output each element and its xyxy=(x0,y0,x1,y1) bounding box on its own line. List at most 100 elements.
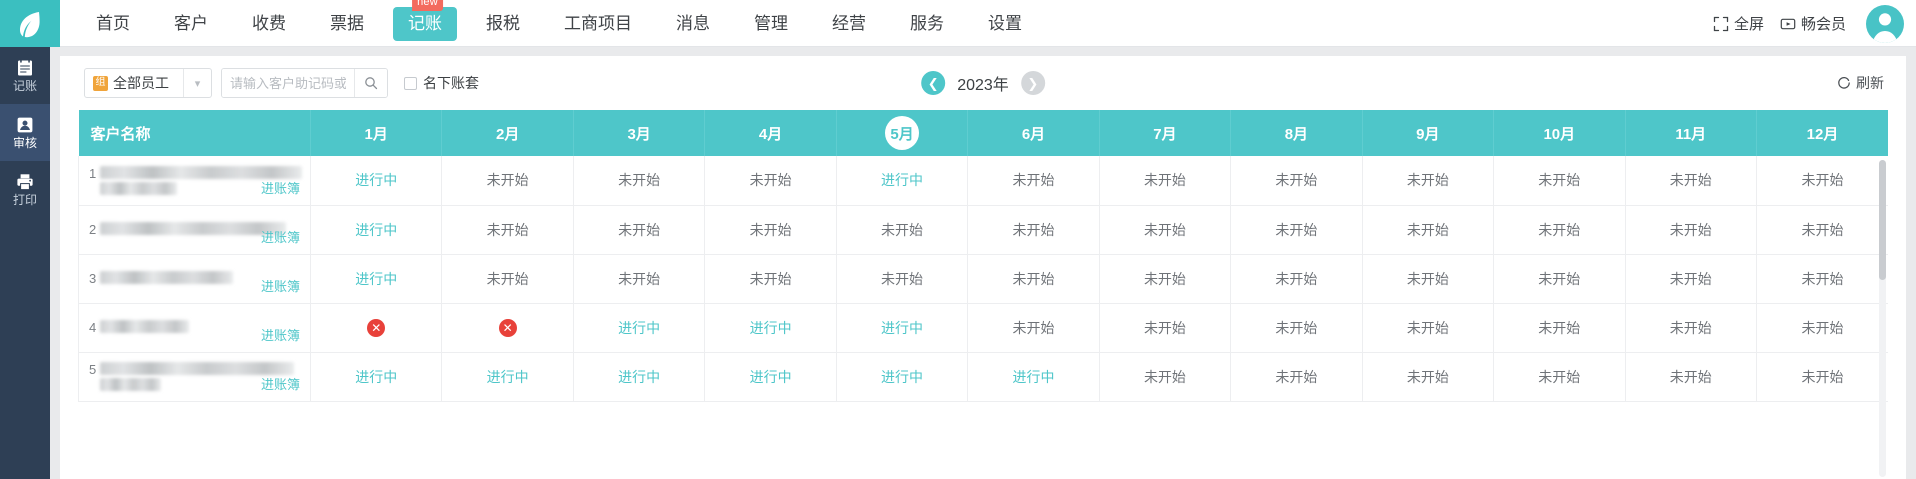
nav-item-operations[interactable]: 经营 xyxy=(817,7,881,41)
column-header-month-3[interactable]: 3月 xyxy=(573,110,706,156)
table-row[interactable]: 2 进账簿 进行中 未开始 未开始 未开始 未开始 未开始 未开始 未开始 未开始 未开始 未开始 未开始 xyxy=(78,205,1888,255)
month-status-cell[interactable]: 未开始 xyxy=(1756,303,1888,353)
scrollbar-thumb[interactable] xyxy=(1879,160,1886,280)
search-input[interactable] xyxy=(222,69,354,97)
month-status-cell[interactable]: 进行中 xyxy=(310,205,443,255)
month-status-cell[interactable]: 进行中 xyxy=(836,352,969,402)
nav-item-home[interactable]: 首页 xyxy=(81,7,145,41)
month-status-cell[interactable]: 未开始 xyxy=(1362,352,1495,402)
vip-button[interactable]: 畅会员 xyxy=(1780,13,1846,34)
month-status-cell[interactable]: 未开始 xyxy=(836,205,969,255)
month-status-cell[interactable]: 进行中 xyxy=(573,352,706,402)
month-status-cell[interactable]: ✕ xyxy=(441,303,574,353)
month-status-cell[interactable]: 未开始 xyxy=(1230,205,1363,255)
customer-name-cell[interactable]: 1 进账簿 xyxy=(78,156,311,206)
month-status-cell[interactable]: 未开始 xyxy=(1099,303,1232,353)
month-status-cell[interactable]: 进行中 xyxy=(310,352,443,402)
month-status-cell[interactable]: 进行中 xyxy=(704,303,837,353)
month-status-cell[interactable]: 未开始 xyxy=(1625,205,1757,255)
nav-item-customer[interactable]: 客户 xyxy=(159,7,223,41)
month-status-cell[interactable]: 未开始 xyxy=(1230,254,1363,304)
table-row[interactable]: 4 进账簿 ✕ ✕ 进行中 进行中 进行中 未开始 未开始 未开始 未开始 未开始 未开始 未开始 xyxy=(78,303,1888,353)
month-status-cell[interactable]: 未开始 xyxy=(1625,156,1757,206)
column-header-month-5[interactable]: 5月 xyxy=(836,110,969,156)
prev-year-button[interactable]: ❮ xyxy=(921,71,946,95)
month-status-cell[interactable]: 未开始 xyxy=(967,205,1100,255)
app-logo[interactable] xyxy=(0,0,60,47)
month-status-cell[interactable]: 未开始 xyxy=(441,254,574,304)
nav-item-business-project[interactable]: 工商项目 xyxy=(549,7,647,41)
month-status-cell[interactable]: 未开始 xyxy=(1756,254,1888,304)
nav-item-messages[interactable]: 消息 xyxy=(661,7,725,41)
column-header-month-1[interactable]: 1月 xyxy=(310,110,443,156)
column-header-month-2[interactable]: 2月 xyxy=(441,110,574,156)
month-status-cell[interactable]: 未开始 xyxy=(1230,352,1363,402)
month-status-cell[interactable]: 未开始 xyxy=(1493,352,1626,402)
enter-ledger-link[interactable]: 进账簿 xyxy=(260,278,300,294)
month-status-cell[interactable]: 未开始 xyxy=(1099,352,1232,402)
month-status-cell[interactable]: 未开始 xyxy=(1625,352,1757,402)
month-status-cell[interactable]: 未开始 xyxy=(441,156,574,206)
customer-name-cell[interactable]: 3 进账簿 xyxy=(78,254,311,304)
nav-item-management[interactable]: 管理 xyxy=(739,7,803,41)
checkbox-box[interactable] xyxy=(404,76,417,90)
nav-item-invoice[interactable]: 票据 xyxy=(315,7,379,41)
avatar[interactable] xyxy=(1866,4,1904,43)
month-status-cell[interactable]: 未开始 xyxy=(1756,352,1888,402)
enter-ledger-link[interactable]: 进账簿 xyxy=(260,229,300,245)
month-status-cell[interactable]: 未开始 xyxy=(1099,254,1232,304)
month-status-cell[interactable]: 未开始 xyxy=(1230,156,1363,206)
month-status-cell[interactable]: 未开始 xyxy=(1099,205,1232,255)
month-status-cell[interactable]: 未开始 xyxy=(573,254,706,304)
month-status-cell[interactable]: 未开始 xyxy=(1362,156,1495,206)
nav-item-fees[interactable]: 收费 xyxy=(237,7,301,41)
month-status-cell[interactable]: 未开始 xyxy=(1099,156,1232,206)
nav-item-bookkeeping[interactable]: new 记账 xyxy=(393,0,457,41)
month-status-cell[interactable]: 进行中 xyxy=(310,254,443,304)
sidebar-item-review[interactable]: 审核 xyxy=(0,104,50,161)
month-status-cell[interactable]: 未开始 xyxy=(573,205,706,255)
customer-name-cell[interactable]: 2 进账簿 xyxy=(78,205,311,255)
nav-item-settings[interactable]: 设置 xyxy=(973,7,1037,41)
nav-item-services[interactable]: 服务 xyxy=(895,7,959,41)
month-status-cell[interactable]: 未开始 xyxy=(1362,205,1495,255)
enter-ledger-link[interactable]: 进账簿 xyxy=(260,327,300,343)
column-header-month-8[interactable]: 8月 xyxy=(1230,110,1363,156)
month-status-cell[interactable]: 未开始 xyxy=(1756,156,1888,206)
enter-ledger-link[interactable]: 进账簿 xyxy=(260,180,300,196)
column-header-month-4[interactable]: 4月 xyxy=(704,110,837,156)
month-status-cell[interactable]: 未开始 xyxy=(1230,303,1363,353)
own-accountset-checkbox[interactable]: 名下账套 xyxy=(404,73,479,93)
column-header-month-12[interactable]: 12月 xyxy=(1756,110,1888,156)
month-status-cell[interactable]: 进行中 xyxy=(441,352,574,402)
table-row[interactable]: 5 进账簿 进行中 进行中 进行中 进行中 进行中 进行中 未开始 未开始 未开始 未开始 未开始 未开始 xyxy=(78,352,1888,402)
month-status-cell[interactable]: 未开始 xyxy=(1625,254,1757,304)
column-header-month-6[interactable]: 6月 xyxy=(967,110,1100,156)
month-status-cell[interactable]: 未开始 xyxy=(1756,205,1888,255)
month-status-cell[interactable]: 未开始 xyxy=(704,156,837,206)
month-status-cell[interactable]: 未开始 xyxy=(573,156,706,206)
month-status-cell[interactable]: 未开始 xyxy=(704,254,837,304)
month-status-cell[interactable]: 未开始 xyxy=(704,205,837,255)
month-status-cell[interactable]: 进行中 xyxy=(573,303,706,353)
sidebar-item-bookkeeping[interactable]: 记账 xyxy=(0,47,50,104)
month-status-cell[interactable]: 进行中 xyxy=(836,303,969,353)
month-status-cell[interactable]: 进行中 xyxy=(704,352,837,402)
month-status-cell[interactable]: 进行中 xyxy=(310,156,443,206)
month-status-cell[interactable]: 未开始 xyxy=(967,156,1100,206)
refresh-button[interactable]: 刷新 xyxy=(1837,73,1884,93)
month-status-cell[interactable]: 未开始 xyxy=(836,254,969,304)
month-status-cell[interactable]: ✕ xyxy=(310,303,443,353)
customer-name-cell[interactable]: 4 进账簿 xyxy=(78,303,311,353)
month-status-cell[interactable]: 进行中 xyxy=(836,156,969,206)
column-header-month-9[interactable]: 9月 xyxy=(1362,110,1495,156)
fullscreen-button[interactable]: 全屏 xyxy=(1713,13,1764,34)
column-header-month-11[interactable]: 11月 xyxy=(1625,110,1757,156)
next-year-button[interactable]: ❯ xyxy=(1020,71,1045,95)
month-status-cell[interactable]: 未开始 xyxy=(1493,156,1626,206)
month-status-cell[interactable]: 未开始 xyxy=(1493,303,1626,353)
month-status-cell[interactable]: 未开始 xyxy=(1493,205,1626,255)
search-button[interactable] xyxy=(354,69,387,97)
column-header-month-7[interactable]: 7月 xyxy=(1099,110,1232,156)
month-status-cell[interactable]: 未开始 xyxy=(1362,303,1495,353)
